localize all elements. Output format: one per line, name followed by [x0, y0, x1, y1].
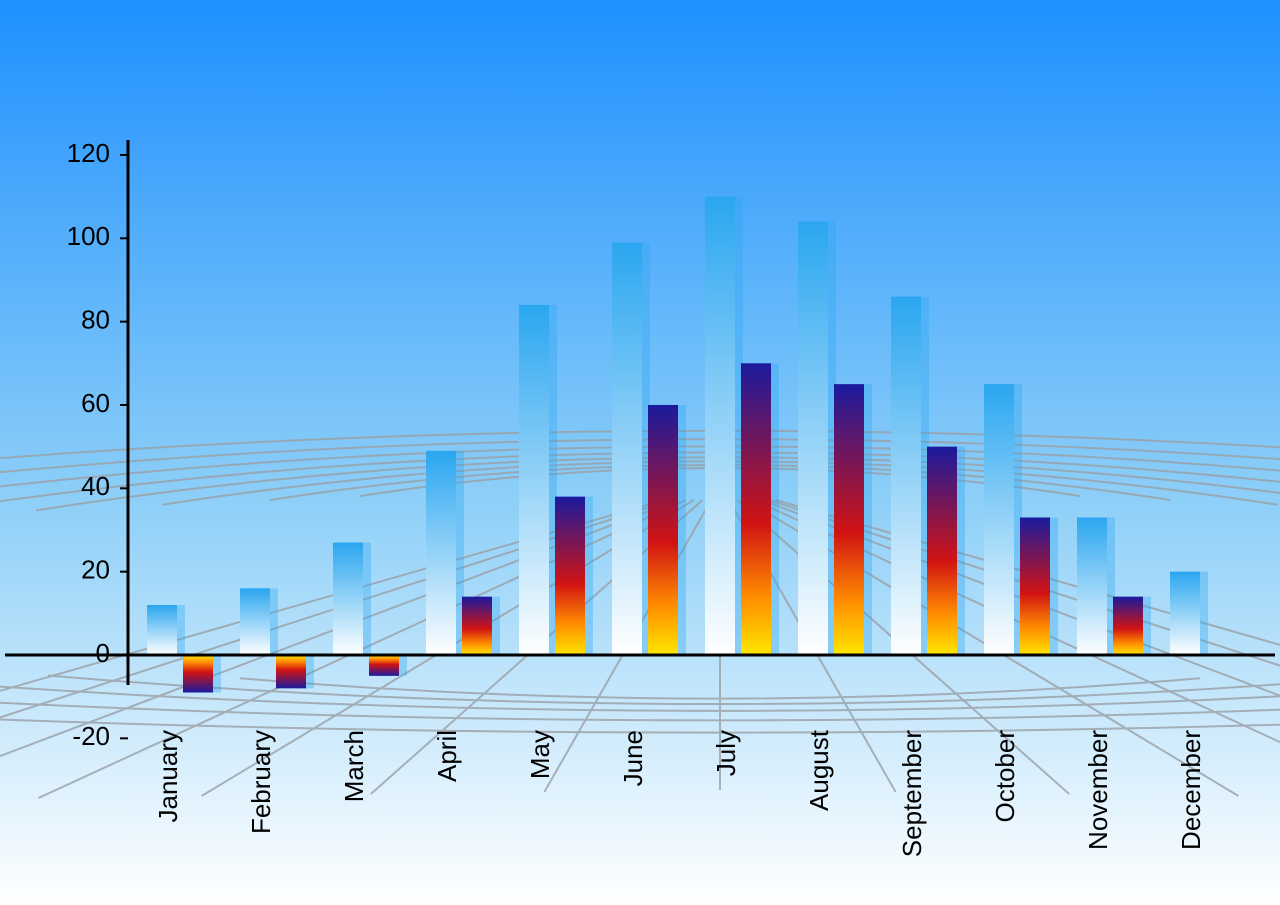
x-tick-label: November [1083, 730, 1113, 850]
bar-series-a [240, 588, 270, 655]
x-tick-label: July [711, 730, 741, 776]
bar-series-b [1020, 517, 1050, 655]
x-tick-label: March [339, 730, 369, 802]
bar-series-a [519, 305, 549, 655]
bar-series-a [984, 384, 1014, 655]
bar-series-b [927, 447, 957, 655]
bar-series-a [333, 542, 363, 655]
chart-svg: -20 0 20 40 60 80 100 120 January February March A… [0, 0, 1280, 905]
bar-series-b [741, 363, 771, 655]
x-tick-label: February [246, 730, 276, 834]
bar-series-b [183, 655, 213, 693]
y-tick-label: 60 [81, 388, 110, 418]
y-tick-label: 20 [81, 555, 110, 585]
bar-series-a [798, 222, 828, 655]
y-tick-label: 0 [96, 638, 110, 668]
x-tick-label: October [990, 730, 1020, 823]
bar-series-b [276, 655, 306, 688]
x-tick-label: June [618, 730, 648, 786]
y-tick-label: 80 [81, 305, 110, 335]
y-tick-label: 120 [67, 138, 110, 168]
x-tick-label: January [153, 730, 183, 823]
x-tick-label: August [804, 729, 834, 811]
bar-series-b [648, 405, 678, 655]
y-tick-label: -20 [72, 721, 110, 751]
bar-series-b [462, 597, 492, 655]
bar-series-a [426, 451, 456, 655]
bar-series-b [1113, 597, 1143, 655]
bar-series-a [612, 242, 642, 655]
bar-series-b [369, 655, 399, 676]
bar-series-a [1077, 517, 1107, 655]
bar-series-a [891, 297, 921, 655]
y-tick-label: 40 [81, 471, 110, 501]
bar-series-b [834, 384, 864, 655]
y-tick-label: 100 [67, 221, 110, 251]
x-tick-label: December [1176, 730, 1206, 850]
monthly-bar-chart: -20 0 20 40 60 80 100 120 January February March A… [0, 0, 1280, 905]
x-tick-label: September [897, 730, 927, 858]
bar-series-a [147, 605, 177, 655]
bar-series-a [1170, 572, 1200, 655]
x-tick-label: May [525, 730, 555, 779]
bar-series-a [705, 197, 735, 655]
x-tick-label: April [432, 730, 462, 782]
bar-series-b [555, 497, 585, 655]
